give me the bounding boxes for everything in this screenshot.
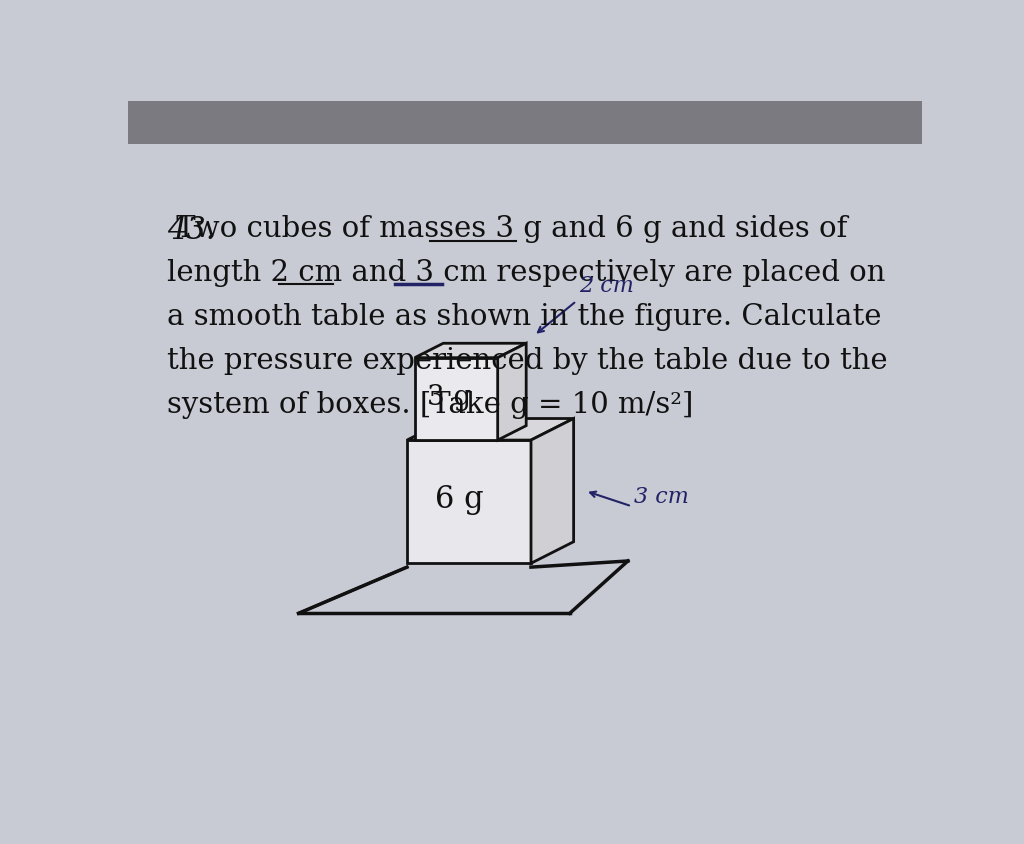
Polygon shape — [498, 344, 526, 440]
Polygon shape — [407, 440, 531, 563]
Text: 2 cm: 2 cm — [579, 275, 634, 297]
Text: 3 cm: 3 cm — [634, 486, 689, 508]
Text: 6 g: 6 g — [435, 484, 483, 515]
Text: length 2 cm and 3 cm respectively are placed on: length 2 cm and 3 cm respectively are pl… — [167, 259, 885, 287]
Polygon shape — [415, 344, 526, 358]
Text: 3 g: 3 g — [427, 384, 472, 411]
Text: the pressure experienced by the table due to the: the pressure experienced by the table du… — [167, 347, 888, 375]
Polygon shape — [128, 101, 922, 143]
Text: system of boxes. [Take g = 10 m/s²]: system of boxes. [Take g = 10 m/s²] — [167, 391, 693, 419]
Polygon shape — [531, 419, 573, 563]
Text: Two cubes of masses 3 g and 6 g and sides of: Two cubes of masses 3 g and 6 g and side… — [167, 215, 847, 243]
Text: 43.: 43. — [167, 215, 215, 246]
Polygon shape — [407, 419, 573, 440]
Text: a smooth table as shown in the figure. Calculate: a smooth table as shown in the figure. C… — [167, 303, 882, 331]
Polygon shape — [415, 358, 498, 440]
